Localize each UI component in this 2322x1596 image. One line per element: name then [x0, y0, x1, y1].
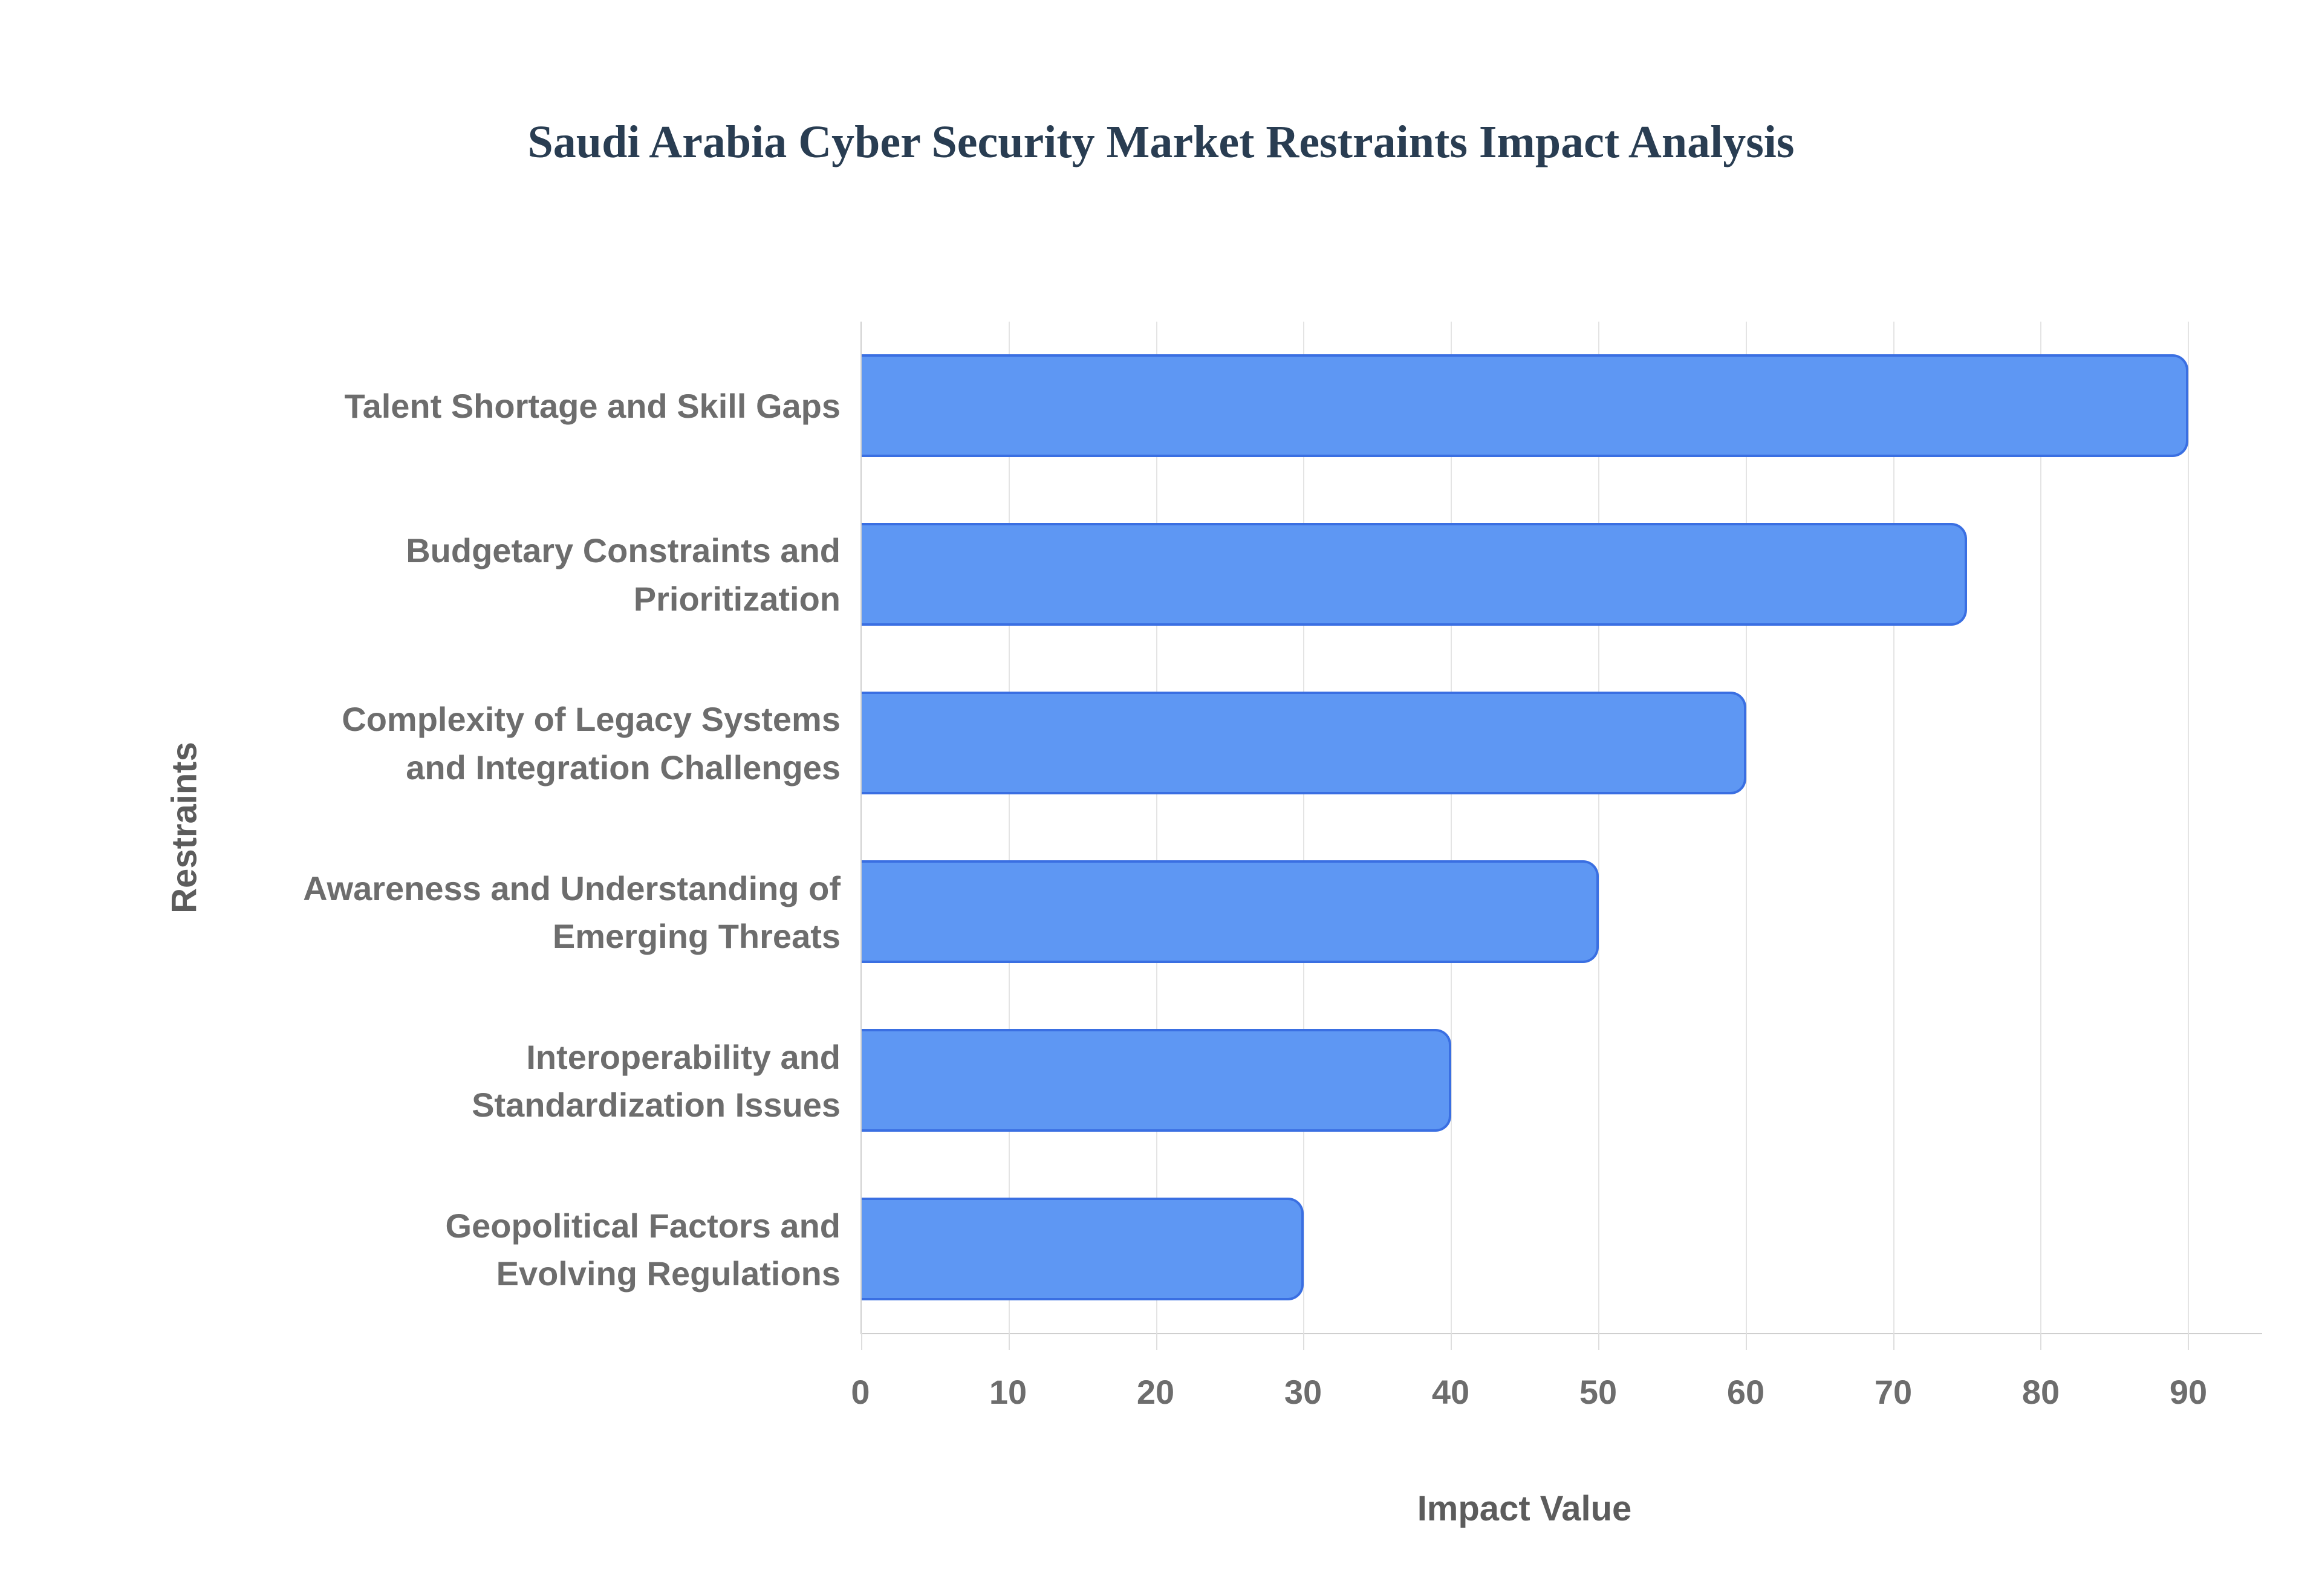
bar-complexity-of-legacy-systems-and-integration-challenges[interactable] [862, 692, 1746, 795]
x-axis-tick-labels: 0 10 20 30 40 50 60 70 80 90 [851, 1372, 2262, 1415]
x-tick-label-10: 10 [989, 1373, 1027, 1411]
x-tick-mark-10 [1008, 1333, 1010, 1350]
x-tick-mark-70 [1893, 1333, 1894, 1350]
x-tick-mark-40 [1451, 1333, 1452, 1350]
gridline-20 [1156, 322, 1157, 1333]
x-tick-mark-80 [2040, 1333, 2042, 1350]
bar-awareness-and-understanding-of-emerging-threats[interactable] [862, 860, 1599, 963]
x-tick-label-40: 40 [1431, 1373, 1470, 1411]
x-axis-title: Impact Value [1417, 1489, 1632, 1528]
x-tick-mark-90 [2188, 1333, 2190, 1350]
x-tick-label-60: 60 [1726, 1373, 1765, 1411]
x-tick-mark-50 [1598, 1333, 1599, 1350]
gridline-80 [2040, 322, 2042, 1333]
bar-interoperability-and-standardization-issues[interactable] [862, 1028, 1452, 1132]
category-axis-labels: Talent Shortage and Skill Gaps Budgetary … [236, 322, 841, 1334]
category-label: Awareness and Understanding of Emerging … [303, 869, 841, 956]
gridline-90 [2188, 322, 2190, 1333]
x-tick-label-70: 70 [1874, 1373, 1913, 1411]
bar-budgetary-constraints-and-prioritization[interactable] [862, 523, 1968, 626]
gridline-10 [1008, 322, 1010, 1333]
gridline-40 [1451, 322, 1452, 1333]
gridline-50 [1598, 322, 1599, 1333]
category-label: Interoperability and Standardization Iss… [472, 1037, 841, 1124]
bar-geopolitical-factors-and-evolving-regulations[interactable] [862, 1197, 1304, 1300]
category-label: Geopolitical Factors and Evolving Regula… [445, 1206, 841, 1293]
chart-title: Saudi Arabia Cyber Security Market Restr… [527, 117, 1795, 167]
y-axis-title: Restraints [164, 742, 204, 913]
category-label: Budgetary Constraints and Prioritization [406, 531, 841, 618]
bar-row [862, 659, 2262, 828]
x-tick-label-50: 50 [1579, 1373, 1618, 1411]
x-tick-mark-30 [1303, 1333, 1305, 1350]
x-tick-label-0: 0 [851, 1373, 870, 1411]
category-label: Talent Shortage and Skill Gaps [344, 386, 841, 425]
x-tick-label-80: 80 [2021, 1373, 2060, 1411]
x-tick-mark-60 [1745, 1333, 1747, 1350]
plot-area [860, 322, 2262, 1350]
x-tick-mark-20 [1156, 1333, 1157, 1350]
x-tick-label-20: 20 [1136, 1373, 1175, 1411]
bar-row [862, 996, 2262, 1164]
x-tick-mark-0 [861, 1333, 862, 1350]
gridline-70 [1893, 322, 1894, 1333]
category-label: Complexity of Legacy Systems and Integra… [342, 700, 841, 787]
bar-row [862, 490, 2262, 659]
bar-row [862, 322, 2262, 490]
gridline-60 [1745, 322, 1747, 1333]
bar-row [862, 828, 2262, 996]
x-tick-label-30: 30 [1284, 1373, 1322, 1411]
bar-talent-shortage-and-skill-gaps[interactable] [862, 354, 2189, 458]
gridline-30 [1303, 322, 1305, 1333]
x-tick-label-90: 90 [2169, 1373, 2208, 1411]
bar-row [862, 1164, 2262, 1333]
